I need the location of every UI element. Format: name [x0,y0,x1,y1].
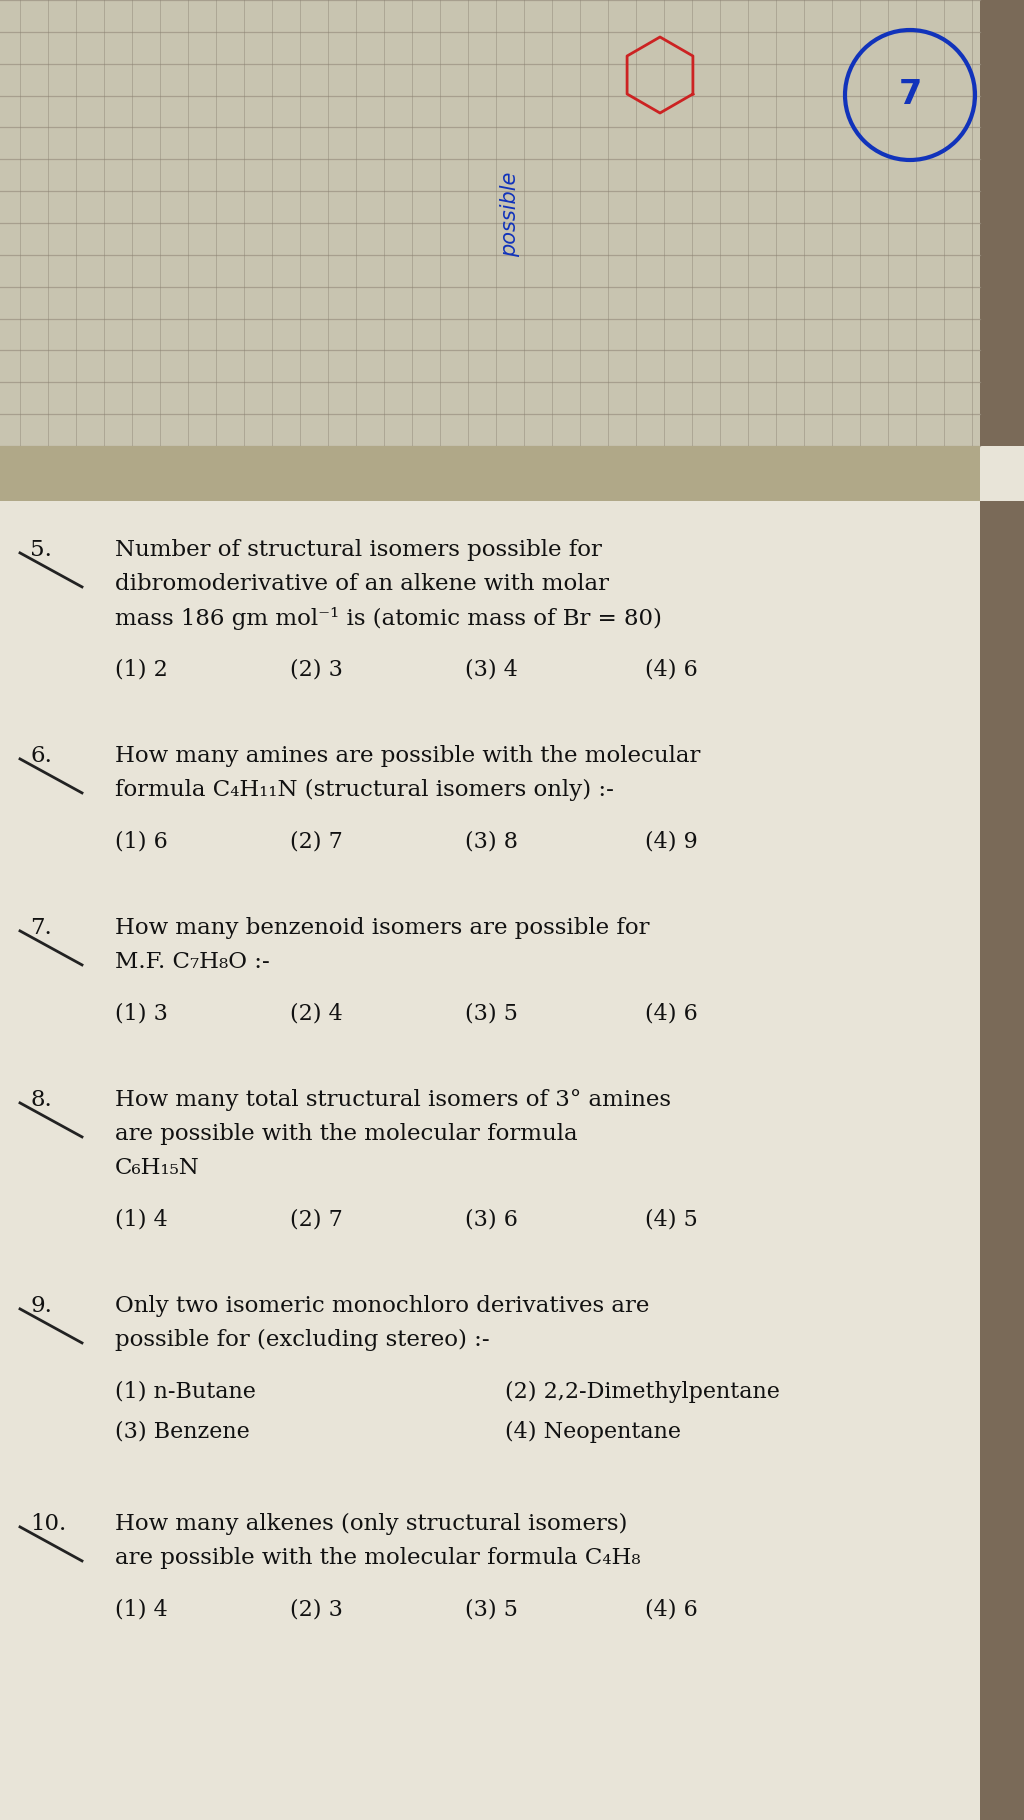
Text: (4) 9: (4) 9 [645,832,697,854]
Text: possible: possible [500,171,520,257]
Text: 8.: 8. [30,1088,52,1110]
Text: (2) 3: (2) 3 [290,1600,343,1622]
Text: (2) 2,2-Dimethylpentane: (2) 2,2-Dimethylpentane [505,1381,780,1403]
Bar [0,0,1024,446]
Text: possible for (excluding stereo) :-: possible for (excluding stereo) :- [115,1329,489,1350]
Bar [0,446,980,500]
Text: (1) 3: (1) 3 [115,1003,168,1025]
Text: How many amines are possible with the molecular: How many amines are possible with the mo… [115,744,700,766]
Text: Only two isomeric monochloro derivatives are: Only two isomeric monochloro derivatives… [115,1294,649,1318]
Text: are possible with the molecular formula C₄H₈: are possible with the molecular formula … [115,1547,641,1569]
Text: (1) 4: (1) 4 [115,1600,168,1622]
Text: (4) 6: (4) 6 [645,1003,697,1025]
Text: (3) 5: (3) 5 [465,1600,518,1622]
Bar [980,501,1024,1820]
Text: 7.: 7. [30,917,52,939]
Text: (1) 4: (1) 4 [115,1208,168,1230]
Text: (2) 7: (2) 7 [290,1208,343,1230]
Text: (1) 6: (1) 6 [115,832,168,854]
Text: Number of structural isomers possible for: Number of structural isomers possible fo… [115,539,602,561]
Text: are possible with the molecular formula: are possible with the molecular formula [115,1123,578,1145]
Bar [980,0,1024,446]
Bar [0,501,980,1820]
Text: (4) Neopentane: (4) Neopentane [505,1421,681,1443]
Text: (2) 7: (2) 7 [290,832,343,854]
Text: (3) 4: (3) 4 [465,659,518,681]
Text: (2) 4: (2) 4 [290,1003,343,1025]
Text: (3) Benzene: (3) Benzene [115,1421,250,1443]
Text: (4) 6: (4) 6 [645,1600,697,1622]
Text: 6.: 6. [30,744,52,766]
Text: (2) 3: (2) 3 [290,659,343,681]
Text: How many alkenes (only structural isomers): How many alkenes (only structural isomer… [115,1512,628,1534]
Text: 7: 7 [898,78,922,111]
Text: How many total structural isomers of 3° amines: How many total structural isomers of 3° … [115,1088,671,1110]
Text: C₆H₁₅N: C₆H₁₅N [115,1158,200,1179]
Text: (3) 6: (3) 6 [465,1208,518,1230]
Text: dibromoderivative of an alkene with molar: dibromoderivative of an alkene with mola… [115,573,609,595]
Text: 10.: 10. [30,1512,67,1534]
Text: (4) 5: (4) 5 [645,1208,697,1230]
Text: (1) n-Butane: (1) n-Butane [115,1381,256,1403]
Text: (4) 6: (4) 6 [645,659,697,681]
Text: (3) 5: (3) 5 [465,1003,518,1025]
Text: mass 186 gm mol⁻¹ is (atomic mass of Br = 80): mass 186 gm mol⁻¹ is (atomic mass of Br … [115,606,662,630]
Text: 5.: 5. [30,539,52,561]
Text: 9.: 9. [30,1294,52,1318]
Text: M.F. C₇H₈O :-: M.F. C₇H₈O :- [115,950,269,974]
Text: (1) 2: (1) 2 [115,659,168,681]
Text: formula C₄H₁₁N (structural isomers only) :-: formula C₄H₁₁N (structural isomers only)… [115,779,613,801]
Text: (3) 8: (3) 8 [465,832,518,854]
Text: How many benzenoid isomers are possible for: How many benzenoid isomers are possible … [115,917,649,939]
